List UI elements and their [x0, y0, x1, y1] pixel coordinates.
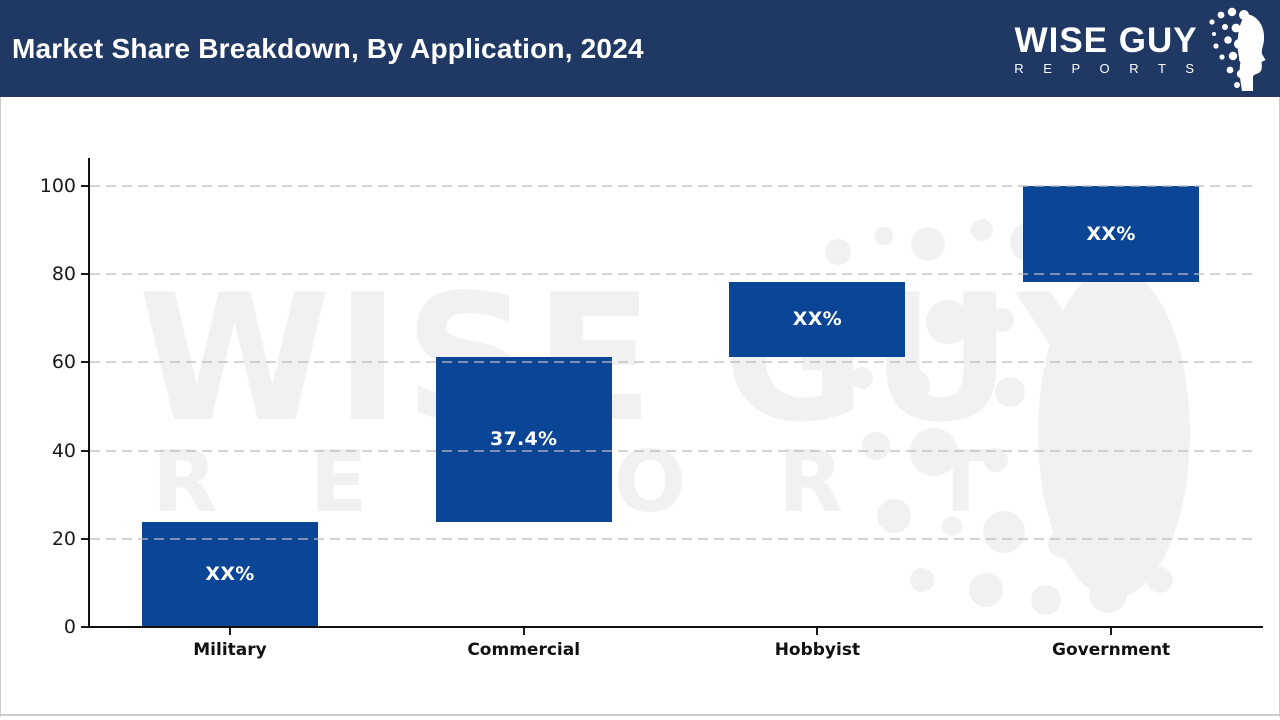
y-tick-label: 40: [51, 439, 76, 462]
brand-logo-text: WISE GUY R E P O R T S: [1010, 23, 1202, 75]
y-tick-mark: [81, 537, 89, 540]
x-axis-label: Government: [1051, 640, 1171, 660]
x-tick-mark: [522, 628, 525, 635]
brand-head-icon: [1209, 7, 1266, 91]
bar-value-label: XX%: [1086, 222, 1136, 245]
y-axis-line: [88, 158, 90, 628]
x-axis-label: Hobbyist: [774, 640, 861, 660]
bar-value-label: 37.4%: [489, 428, 558, 451]
y-tick-mark: [81, 185, 89, 187]
x-axis-line: [88, 626, 1263, 628]
gridline: [90, 449, 1256, 452]
y-tick-mark: [81, 626, 89, 628]
y-tick-mark: [81, 361, 89, 364]
page-title: Market Share Breakdown, By Application, …: [12, 32, 644, 64]
y-tick-label: 80: [51, 263, 76, 286]
bar: [729, 281, 906, 357]
y-tick-label: 0: [63, 616, 76, 638]
x-tick-mark: [816, 628, 819, 635]
y-tick-label: 20: [51, 527, 76, 550]
brand-logo-line1: WISE GUY: [1014, 20, 1198, 60]
y-tick-label: 100: [39, 175, 76, 197]
gridline: [90, 537, 1256, 540]
brand-logo: WISE GUY R E P O R T S: [1010, 6, 1266, 92]
brand-logo-line2: R E P O R T S: [1014, 60, 1202, 76]
gridline: [90, 185, 1256, 187]
x-tick-mark: [229, 628, 231, 635]
gridline: [90, 273, 1256, 276]
y-tick-label: 60: [51, 351, 76, 374]
gridline: [90, 361, 1256, 364]
x-tick-mark: [1110, 628, 1113, 635]
x-axis-label: Commercial: [467, 640, 581, 660]
x-axis-label: Military: [193, 640, 267, 660]
bar-value-label: XX%: [792, 308, 843, 331]
canvas-border-left: [0, 97, 1, 717]
y-tick-mark: [81, 449, 89, 452]
bar-value-label: XX%: [205, 563, 255, 586]
y-tick-mark: [81, 273, 89, 276]
canvas-border-bottom: [0, 714, 1280, 716]
app-header: Market Share Breakdown, By Application, …: [0, 0, 1280, 97]
bar: [435, 356, 612, 522]
